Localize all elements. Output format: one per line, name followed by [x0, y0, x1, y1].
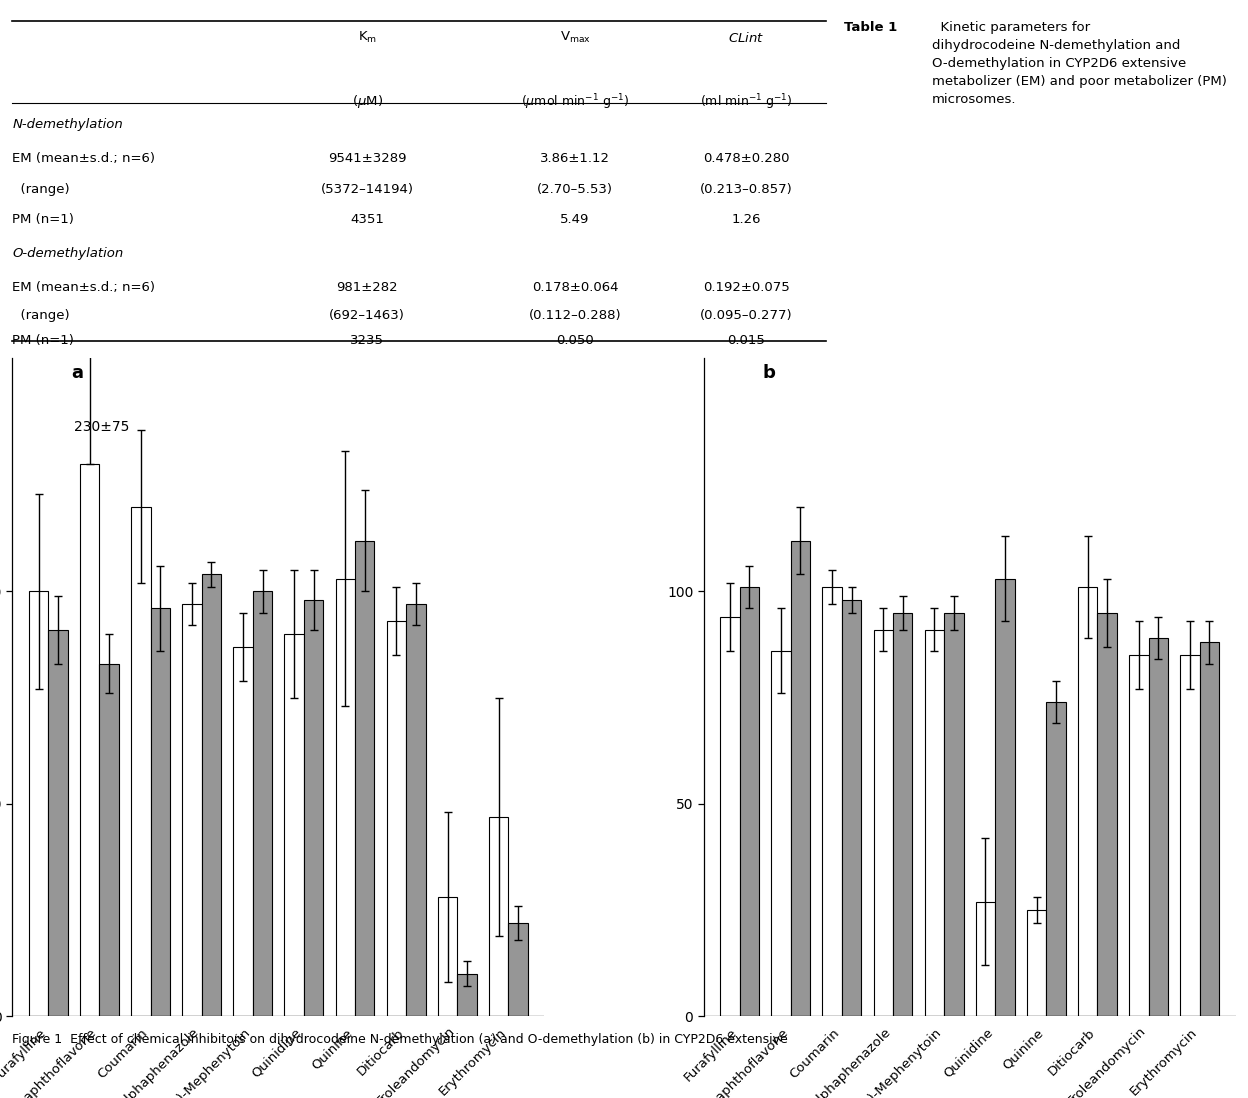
Bar: [1027, 910, 1046, 1017]
Bar: [1078, 587, 1097, 1017]
Bar: [822, 587, 842, 1017]
Bar: [438, 897, 457, 1017]
Bar: [1181, 656, 1199, 1017]
Bar: [720, 617, 740, 1017]
Bar: [285, 634, 305, 1017]
Bar: [100, 663, 119, 1017]
Text: a: a: [71, 365, 82, 382]
Text: (2.70–5.53): (2.70–5.53): [537, 183, 613, 195]
Bar: [253, 592, 272, 1017]
Text: PM (n=1): PM (n=1): [12, 334, 75, 347]
Text: Table 1: Table 1: [844, 21, 897, 34]
Bar: [354, 540, 374, 1017]
Text: 3235: 3235: [351, 334, 384, 347]
Text: (0.095–0.277): (0.095–0.277): [700, 309, 792, 322]
Text: (ml min$^{-1}$ g$^{-1}$): (ml min$^{-1}$ g$^{-1}$): [700, 92, 792, 112]
Text: N-demethylation: N-demethylation: [12, 119, 124, 132]
Text: ($\mu$M): ($\mu$M): [352, 92, 383, 110]
Bar: [925, 630, 943, 1017]
Bar: [1097, 613, 1117, 1017]
Text: Kinetic parameters for
dihydrocodeine N-demethylation and
O-demethylation in CYP: Kinetic parameters for dihydrocodeine N-…: [932, 21, 1227, 107]
Text: 0.478±0.280: 0.478±0.280: [703, 153, 790, 166]
Bar: [976, 901, 995, 1017]
Text: ($\mu$mol min$^{-1}$ g$^{-1}$): ($\mu$mol min$^{-1}$ g$^{-1}$): [520, 92, 629, 112]
Bar: [406, 604, 426, 1017]
Bar: [233, 647, 253, 1017]
Text: 9541±3289: 9541±3289: [328, 153, 407, 166]
Text: PM (n=1): PM (n=1): [12, 213, 75, 226]
Bar: [305, 600, 323, 1017]
Text: Figure 1  Effect of chemical inhibitors on dihydrocodeine N-demethylation (a) an: Figure 1 Effect of chemical inhibitors o…: [12, 1033, 789, 1046]
Text: 4351: 4351: [351, 213, 384, 226]
Text: 5.49: 5.49: [560, 213, 590, 226]
Bar: [1046, 702, 1066, 1017]
Text: 0.050: 0.050: [557, 334, 594, 347]
Text: 0.178±0.064: 0.178±0.064: [532, 281, 618, 294]
Text: (range): (range): [12, 183, 70, 195]
Text: K$_{\rm m}$: K$_{\rm m}$: [358, 30, 377, 45]
Bar: [49, 630, 67, 1017]
Bar: [151, 608, 170, 1017]
Text: EM (mean±s.d.; n=6): EM (mean±s.d.; n=6): [12, 281, 156, 294]
Bar: [387, 621, 406, 1017]
Bar: [182, 604, 202, 1017]
Text: 981±282: 981±282: [337, 281, 398, 294]
Bar: [29, 592, 49, 1017]
Bar: [1148, 638, 1168, 1017]
Bar: [1199, 642, 1219, 1017]
Bar: [842, 600, 861, 1017]
Text: EM (mean±s.d.; n=6): EM (mean±s.d.; n=6): [12, 153, 156, 166]
Bar: [489, 817, 508, 1017]
Bar: [943, 613, 963, 1017]
Text: (0.213–0.857): (0.213–0.857): [700, 183, 792, 195]
Text: 1.26: 1.26: [731, 213, 761, 226]
Bar: [336, 579, 354, 1017]
Bar: [771, 651, 791, 1017]
Text: (692–1463): (692–1463): [329, 309, 406, 322]
Bar: [508, 922, 528, 1017]
Text: 0.015: 0.015: [728, 334, 765, 347]
Text: V$_{\rm max}$: V$_{\rm max}$: [559, 30, 590, 45]
Text: $\mathit{CLint}$: $\mathit{CLint}$: [728, 31, 765, 45]
Text: 3.86±1.12: 3.86±1.12: [540, 153, 610, 166]
Text: (5372–14194): (5372–14194): [321, 183, 413, 195]
Bar: [874, 630, 894, 1017]
Text: (range): (range): [12, 309, 70, 322]
Text: b: b: [763, 365, 775, 382]
Text: 0.192±0.075: 0.192±0.075: [703, 281, 790, 294]
Bar: [740, 587, 759, 1017]
Bar: [80, 464, 100, 1017]
Text: (0.112–0.288): (0.112–0.288): [529, 309, 622, 322]
Bar: [791, 540, 810, 1017]
Bar: [202, 574, 221, 1017]
Bar: [894, 613, 912, 1017]
Bar: [131, 506, 151, 1017]
Bar: [1129, 656, 1148, 1017]
Text: 230±75: 230±75: [75, 421, 130, 435]
Bar: [457, 974, 477, 1017]
Bar: [995, 579, 1015, 1017]
Text: O-demethylation: O-demethylation: [12, 247, 124, 260]
